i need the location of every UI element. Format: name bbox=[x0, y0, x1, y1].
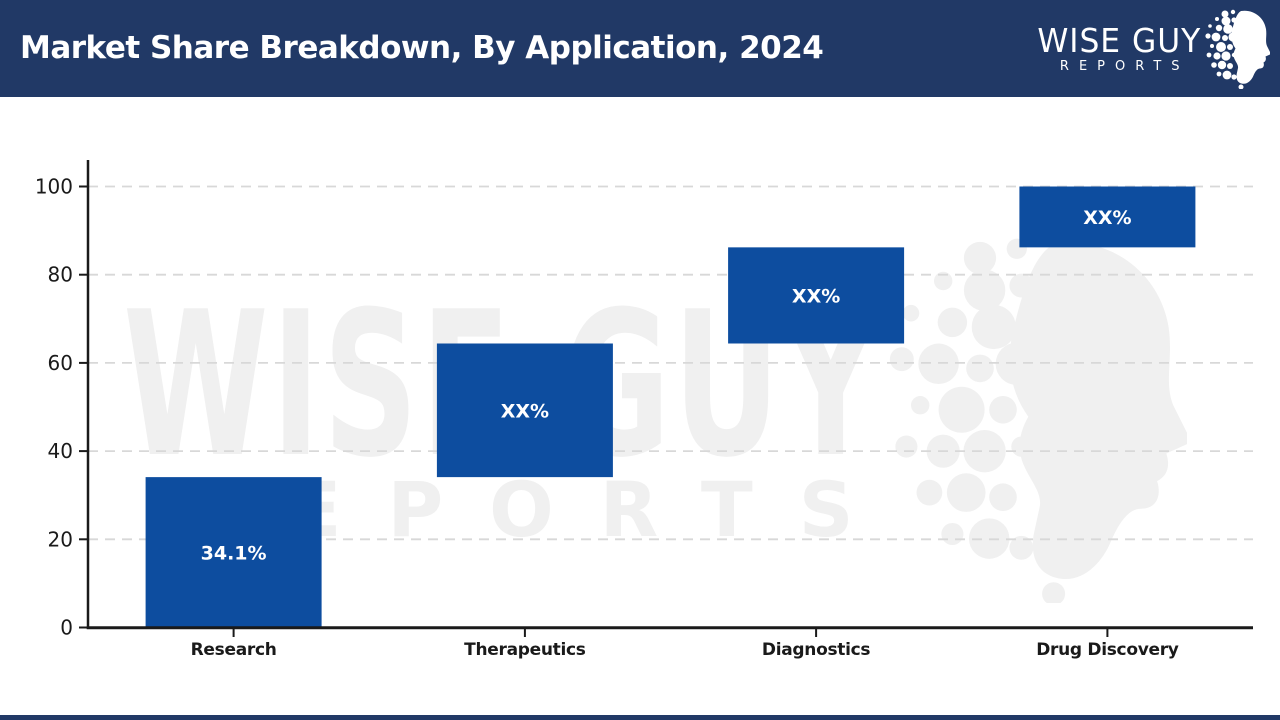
x-tick-label: Therapeutics bbox=[464, 640, 586, 660]
y-tick-label: 100 bbox=[35, 175, 73, 199]
bars: 34.1% XX% XX% XX% bbox=[145, 186, 1196, 628]
bar-research bbox=[145, 477, 322, 628]
bar-value-label: XX% bbox=[792, 285, 840, 307]
chart-area: WISE GUY REPORTS 34.1% XX% XX% XX% 0 20 40 60 80… bbox=[0, 97, 1280, 715]
y-tick-label: 60 bbox=[48, 351, 73, 375]
x-tick-label: Drug Discovery bbox=[1036, 640, 1179, 660]
bar-drug-discovery bbox=[1019, 186, 1196, 248]
x-tick-label: Diagnostics bbox=[762, 640, 871, 660]
wise-guy-reports-logo: WISE GUY REPORTS bbox=[1033, 6, 1270, 92]
y-tick-label: 40 bbox=[48, 439, 73, 463]
logo-subtitle: REPORTS bbox=[1059, 59, 1190, 75]
y-tick-label: 80 bbox=[48, 263, 73, 287]
bar-therapeutics bbox=[436, 343, 613, 478]
bar-value-label: XX% bbox=[501, 400, 549, 422]
chart-title: Market Share Breakdown, By Application, … bbox=[20, 30, 824, 66]
header-bar: Market Share Breakdown, By Application, … bbox=[0, 0, 1280, 97]
y-tick-label: 0 bbox=[60, 616, 73, 640]
dotted-head-icon bbox=[1200, 9, 1270, 89]
bar-diagnostics bbox=[728, 247, 905, 344]
y-tick-label: 20 bbox=[48, 527, 73, 551]
axes: 0 20 40 60 80 100 Research Therapeutics Diagnost… bbox=[35, 160, 1253, 660]
bar-value-label: XX% bbox=[1083, 207, 1131, 229]
watermark-head-icon bbox=[889, 238, 1187, 603]
x-tick-label: Research bbox=[191, 640, 277, 660]
bar-value-label: 34.1% bbox=[201, 542, 267, 564]
footer-bar bbox=[0, 715, 1280, 720]
logo-wordmark: WISE GUY bbox=[1037, 20, 1202, 60]
